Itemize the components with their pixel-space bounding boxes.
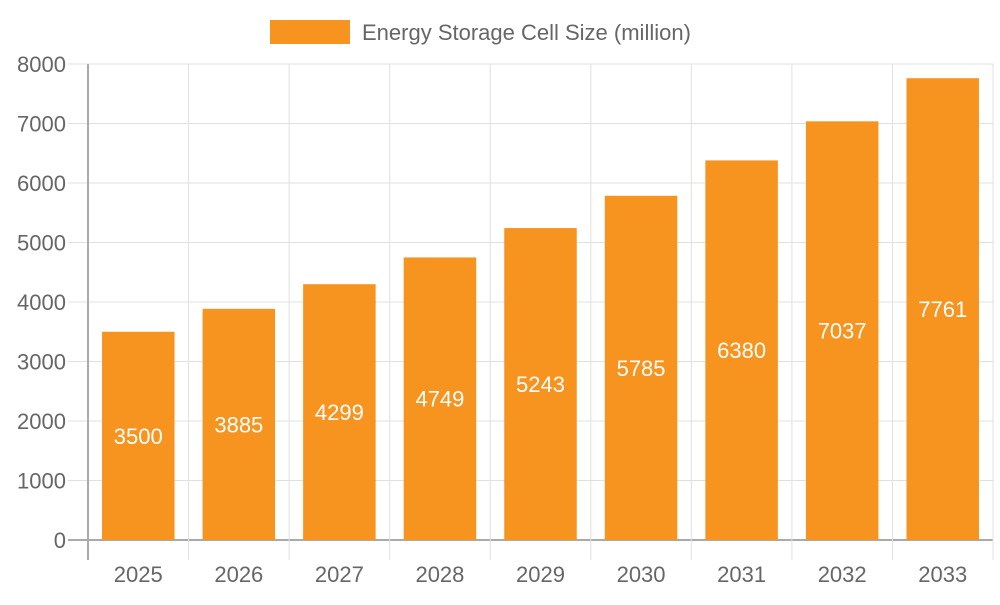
data-label-2033: 7761 (918, 297, 967, 322)
y-tick-label: 2000 (17, 409, 66, 434)
x-tick-label: 2033 (918, 562, 967, 587)
bar-2032[interactable] (805, 121, 879, 541)
data-label-2026: 3885 (214, 412, 263, 437)
y-tick-label: 0 (54, 528, 66, 553)
data-label-2031: 6380 (717, 338, 766, 363)
bar-2027[interactable] (303, 284, 376, 540)
y-tick-label: 1000 (17, 469, 66, 494)
y-axis: 0 1000 2000 3000 4000 5000 6000 7000 8000 (17, 52, 66, 553)
x-tick-label: 2032 (818, 562, 867, 587)
bar-2028[interactable] (403, 257, 477, 540)
bar-2026[interactable] (202, 308, 276, 540)
x-tick-label: 2029 (516, 562, 565, 587)
data-label-2028: 4749 (415, 387, 464, 412)
x-tick-label: 2027 (315, 562, 364, 587)
bar-2031[interactable] (705, 160, 778, 540)
bars (102, 78, 979, 541)
legend-label: Energy Storage Cell Size (million) (362, 20, 691, 45)
data-label-2029: 5243 (516, 372, 565, 397)
data-label-2025: 3500 (114, 424, 163, 449)
y-tick-label: 4000 (17, 290, 66, 315)
legend-swatch (270, 20, 350, 44)
x-axis: 2025 2026 2027 2028 2029 2030 2031 2032 2033 (114, 562, 967, 587)
y-tick-label: 7000 (17, 112, 66, 137)
x-tick-label: 2025 (114, 562, 163, 587)
bar-2025[interactable] (102, 331, 175, 540)
x-tick-label: 2031 (717, 562, 766, 587)
y-tick-label: 8000 (17, 52, 66, 77)
x-tick-label: 2026 (214, 562, 263, 587)
y-tick-label: 5000 (17, 231, 66, 256)
bar-2030[interactable] (604, 195, 678, 541)
x-tick-label: 2030 (617, 562, 666, 587)
bar-2029[interactable] (504, 228, 577, 540)
x-tick-label: 2028 (415, 562, 464, 587)
data-label-2032: 7037 (818, 319, 867, 344)
legend[interactable]: Energy Storage Cell Size (million) (270, 20, 691, 45)
y-tick-label: 3000 (17, 350, 66, 375)
y-tick-label: 6000 (17, 171, 66, 196)
bar-2033[interactable] (906, 78, 979, 541)
data-labels: 3500 3885 4299 4749 5243 5785 6380 7037 7761 (114, 297, 967, 449)
data-label-2027: 4299 (315, 400, 364, 425)
data-label-2030: 5785 (617, 356, 666, 381)
